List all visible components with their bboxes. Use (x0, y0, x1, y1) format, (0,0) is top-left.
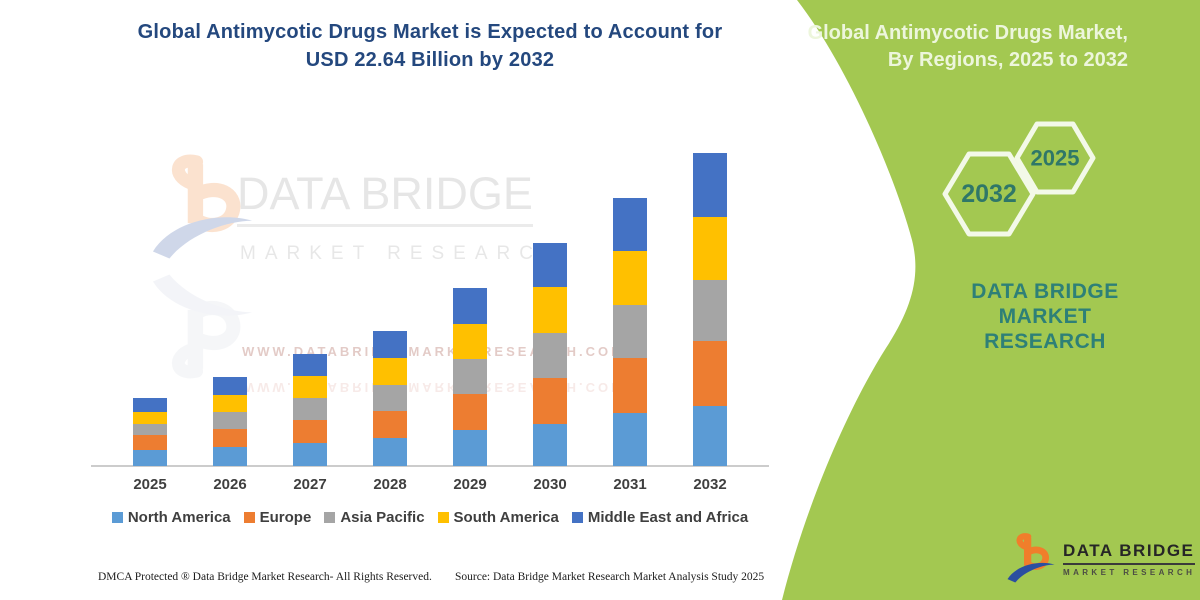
bar-segment-middle-east-and-africa (453, 288, 487, 324)
bar-segment-middle-east-and-africa (133, 398, 167, 413)
panel-title: Global Antimycotic Drugs Market, By Regi… (798, 20, 1128, 74)
x-tick-2031: 2031 (613, 476, 647, 493)
bar-segment-asia-pacific (453, 358, 487, 394)
chart-title: Global Antimycotic Drugs Market is Expec… (95, 18, 765, 74)
legend-label: Asia Pacific (340, 509, 425, 526)
footer-source-text: Source: Data Bridge Market Research Mark… (455, 571, 765, 583)
dbmr-logo: DATA BRIDGE MARKET RESEARCH (1003, 530, 1196, 588)
bar-segment-europe (213, 428, 247, 447)
x-tick-2030: 2030 (533, 476, 567, 493)
x-tick-2026: 2026 (213, 476, 247, 493)
bar-segment-north-america (693, 405, 727, 466)
watermark-logo-icon (152, 154, 253, 259)
x-tick-2029: 2029 (453, 476, 487, 493)
panel-brand-text: DATA BRIDGE MARKET RESEARCH (925, 279, 1165, 354)
bar-segment-asia-pacific (133, 424, 167, 436)
bar-segment-south-america (373, 358, 407, 385)
x-tick-2028: 2028 (373, 476, 407, 493)
chart-legend: North America Europe Asia Pacific South Ame… (95, 509, 765, 526)
bar-segment-south-america (213, 395, 247, 413)
bar-segment-south-america (693, 216, 727, 280)
bar-segment-middle-east-and-africa (613, 198, 647, 252)
bar-segment-asia-pacific (293, 398, 327, 420)
watermark-sub-text: MARKET RESEARCH (240, 243, 565, 264)
legend-swatch-icon (111, 512, 123, 523)
bar-segment-south-america (453, 323, 487, 359)
bar-segment-north-america (213, 446, 247, 466)
bar-segment-north-america (133, 449, 167, 466)
bar-segment-south-america (293, 376, 327, 399)
bar-segment-asia-pacific (613, 305, 647, 359)
bar-segment-middle-east-and-africa (693, 153, 727, 217)
legend-item-asia-pacific: Asia Pacific (324, 509, 425, 526)
legend-swatch-icon (324, 512, 336, 523)
legend-swatch-icon (243, 512, 255, 523)
bar-segment-asia-pacific (373, 384, 407, 411)
bar-segment-europe (453, 393, 487, 431)
legend-label: South America (453, 509, 559, 526)
x-tick-2027: 2027 (293, 476, 327, 493)
x-axis-line (91, 465, 769, 467)
bar-segment-north-america (293, 442, 327, 466)
legend-label: Middle East and Africa (587, 509, 749, 526)
bar-segment-middle-east-and-africa (533, 243, 567, 288)
dbmr-logo-name: DATA BRIDGE (1063, 541, 1196, 565)
legend-item-europe: Europe (243, 509, 312, 526)
hexagon-2025: 2025 (1014, 121, 1096, 195)
bar-segment-middle-east-and-africa (293, 354, 327, 377)
bar-segment-south-america (613, 251, 647, 305)
bar-segment-europe (613, 358, 647, 413)
watermark-url-text: WWW.DATABRIDGEMARKETRESEARCH.COM (242, 344, 625, 359)
bar-segment-north-america (533, 423, 567, 466)
bar-segment-middle-east-and-africa (213, 377, 247, 396)
bar-segment-north-america (613, 412, 647, 466)
bar-segment-south-america (133, 412, 167, 425)
hexagon-2032: 2032 (942, 151, 1036, 237)
x-tick-2025: 2025 (133, 476, 167, 493)
hexagon-2025-year: 2025 (1031, 146, 1080, 171)
legend-swatch-icon (571, 512, 583, 523)
legend-label: Europe (259, 509, 312, 526)
watermark-logo-reflection-icon (152, 274, 253, 379)
panel-title-line2: By Regions, 2025 to 2032 (887, 49, 1128, 71)
bar-segment-asia-pacific (533, 333, 567, 378)
footer-dmca-text: DMCA Protected ® Data Bridge Market Rese… (98, 571, 432, 583)
legend-swatch-icon (437, 512, 449, 523)
bar-segment-south-america (533, 287, 567, 334)
legend-item-north-america: North America (111, 509, 231, 526)
bar-segment-europe (373, 411, 407, 439)
dbmr-logo-text: DATA BRIDGE MARKET RESEARCH (1063, 541, 1196, 577)
hexagon-2032-year: 2032 (961, 180, 1017, 208)
panel-brand-line2: RESEARCH (984, 330, 1106, 353)
bar-segment-asia-pacific (693, 279, 727, 342)
plot-area: 2025 2026 2027 2028 2029 2030 2031 2032 (91, 136, 769, 493)
legend-item-south-america: South America (437, 509, 559, 526)
panel-title-line1: Global Antimycotic Drugs Market, (807, 22, 1128, 44)
bar-segment-north-america (373, 438, 407, 466)
bar-segment-europe (133, 435, 167, 450)
legend-item-middle-east-and-africa: Middle East and Africa (571, 509, 749, 526)
bar-segment-middle-east-and-africa (373, 331, 407, 359)
bar-segment-europe (693, 341, 727, 406)
watermark-brand-text: DATA BRIDGE (237, 168, 533, 227)
dbmr-logo-icon (1007, 533, 1055, 583)
bar-segment-europe (533, 377, 567, 424)
bar-segment-asia-pacific (213, 412, 247, 429)
x-tick-2032: 2032 (693, 476, 727, 493)
chart-title-line1: Global Antimycotic Drugs Market is Expec… (137, 21, 723, 43)
bar-segment-north-america (453, 430, 487, 466)
bar-segment-europe (293, 419, 327, 443)
chart-title-line2: USD 22.64 Billion by 2032 (305, 49, 555, 71)
legend-label: North America (127, 509, 231, 526)
panel-brand-line1: DATA BRIDGE MARKET (971, 280, 1119, 328)
dbmr-logo-sub: MARKET RESEARCH (1063, 568, 1196, 577)
